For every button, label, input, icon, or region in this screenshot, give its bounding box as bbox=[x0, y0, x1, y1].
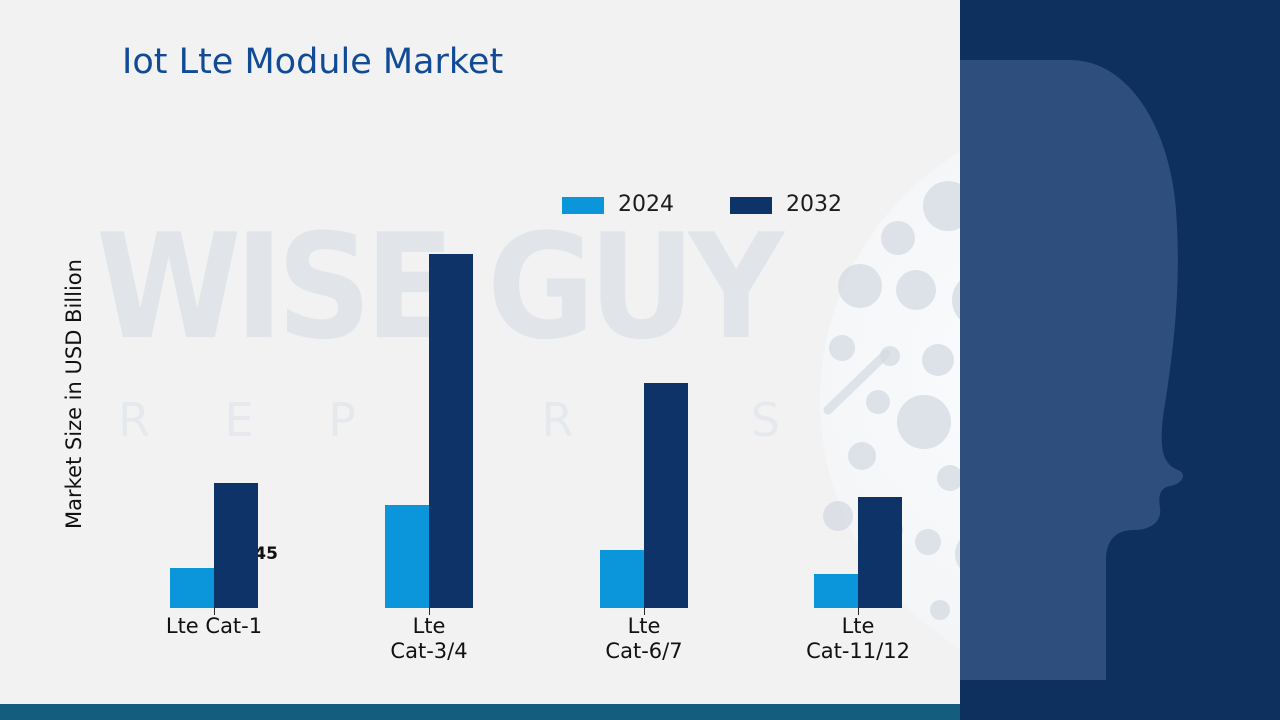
x-axis-category-label: Lte Cat-3/4 bbox=[390, 614, 468, 664]
footer-strip bbox=[0, 704, 960, 720]
bar-2032-2[interactable] bbox=[644, 383, 688, 608]
y-axis-title: Market Size in USD Billion bbox=[56, 218, 92, 570]
x-axis-category-label: Lte Cat-11/12 bbox=[806, 614, 910, 664]
legend-label-2024: 2024 bbox=[618, 192, 674, 217]
right-navy-panel: WISE GUY R E P O R T S bbox=[960, 0, 1280, 720]
bar-pair bbox=[600, 230, 688, 608]
x-axis-category-label: Lte Cat-1 bbox=[165, 614, 263, 638]
x-axis-tick bbox=[214, 608, 215, 615]
legend-swatch-2024 bbox=[562, 196, 604, 214]
bar-pair bbox=[170, 230, 258, 608]
x-axis-category-label: Lte Cat-6/7 bbox=[605, 614, 683, 664]
page-title: Iot Lte Module Market bbox=[122, 42, 504, 82]
legend-swatch-2032 bbox=[730, 196, 772, 214]
bar-2032-3[interactable] bbox=[858, 497, 902, 608]
x-axis-tick bbox=[858, 608, 859, 615]
bar-2024-3[interactable] bbox=[814, 574, 858, 608]
bar-2024-0[interactable] bbox=[170, 568, 214, 608]
bar-pair bbox=[385, 230, 473, 608]
legend-item-2024[interactable]: 2024 bbox=[562, 194, 674, 216]
bar-2024-1[interactable] bbox=[385, 505, 429, 608]
chart-legend: 2024 2032 bbox=[562, 194, 842, 216]
head-silhouette-icon bbox=[960, 60, 1184, 680]
x-axis-tick bbox=[429, 608, 430, 615]
bar-2032-1[interactable] bbox=[429, 254, 473, 608]
x-axis-tick bbox=[644, 608, 645, 615]
legend-item-2032[interactable]: 2032 bbox=[730, 194, 842, 216]
legend-label-2032: 2032 bbox=[786, 192, 842, 217]
bar-2024-2[interactable] bbox=[600, 550, 644, 608]
bar-2032-0[interactable] bbox=[214, 483, 258, 608]
y-axis-title-text: Market Size in USD Billion bbox=[62, 259, 87, 529]
bar-pair bbox=[814, 230, 902, 608]
